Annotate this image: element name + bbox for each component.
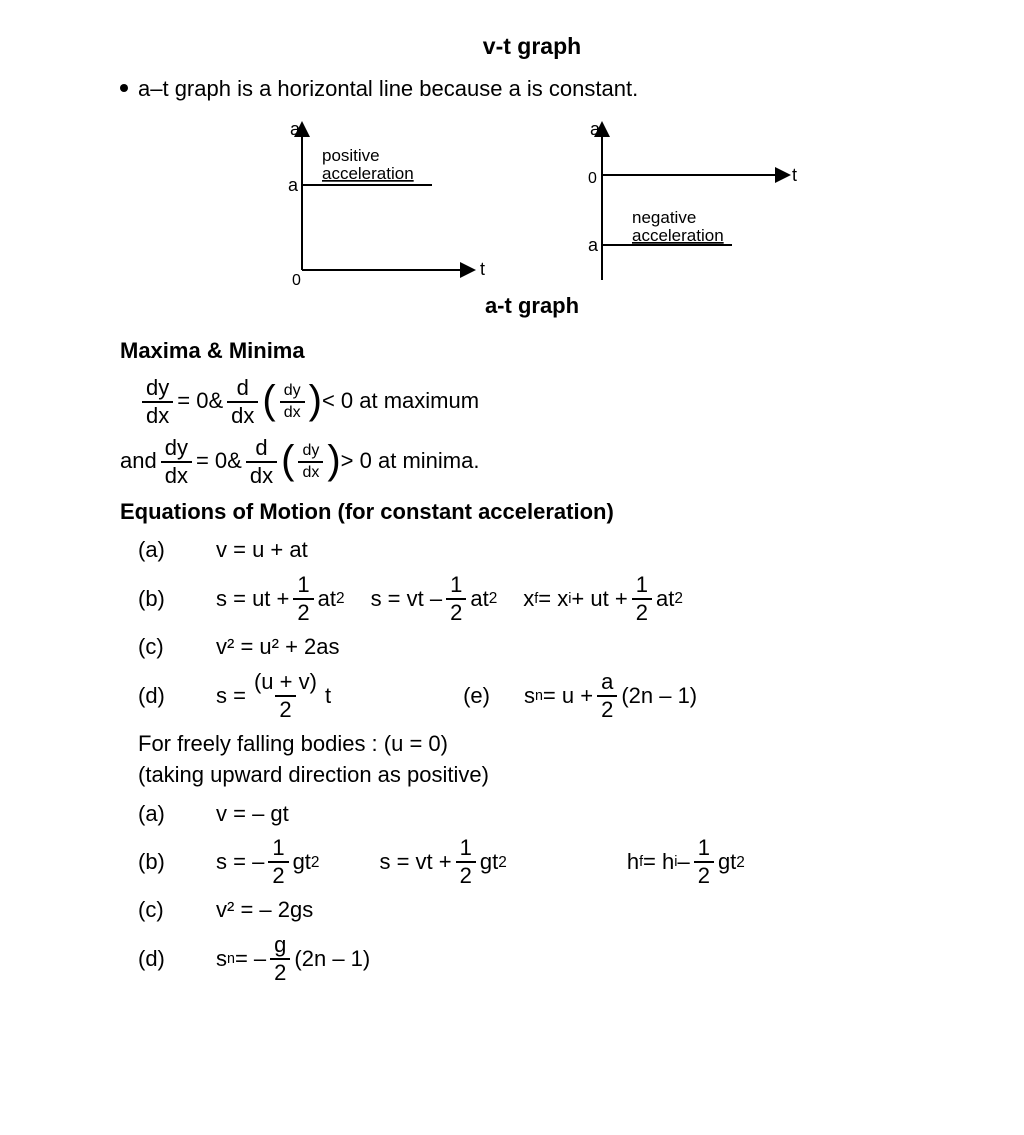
frac-dy-dx-small: dy dx	[298, 443, 323, 481]
free-a: (a) v = – gt	[138, 799, 944, 830]
neg-label-1: negative	[632, 208, 696, 227]
frac-half: 1 2	[268, 837, 288, 887]
frac-dy-dx: dy dx	[161, 437, 192, 487]
graphs-caption: a-t graph	[120, 291, 944, 322]
frac-half: 1 2	[293, 574, 313, 624]
frac-d-dx: d dx	[246, 437, 277, 487]
free-fall-line2: (taking upward direction as positive)	[138, 760, 944, 791]
y-axis-label: a	[290, 119, 301, 139]
pos-label-1: positive	[322, 146, 380, 165]
frac-a2: a 2	[597, 671, 617, 721]
frac-dy-dx: dy dx	[142, 377, 173, 427]
eqm-a: (a) v = u + at	[138, 535, 944, 566]
graph-positive-accel: a a 0 t positive acceleration	[262, 115, 492, 285]
eqm-heading: Equations of Motion (for constant accele…	[120, 497, 944, 528]
y-axis-label: a	[590, 119, 601, 139]
eqm-b: (b) s = ut + 1 2 at2 s = vt – 1 2 at2 xf	[138, 574, 944, 624]
paren-group: ( dy dx )	[262, 383, 322, 421]
free-list: (a) v = – gt (b) s = – 1 2 gt2 s = vt + …	[138, 799, 944, 985]
free-d: (d) sn = – g 2 (2n – 1)	[138, 934, 944, 984]
graphs-row: a a 0 t positive acceleration a 0 t a n	[120, 115, 944, 285]
x-axis-label: t	[792, 165, 797, 185]
bullet-icon	[120, 84, 128, 92]
line-value-label: a	[288, 175, 299, 195]
eqm-c: (c) v² = u² + 2as	[138, 632, 944, 663]
frac-half: 1 2	[456, 837, 476, 887]
pos-label-2: acceleration	[322, 164, 414, 183]
maxima-line-2: and dy dx = 0 & d dx ( dy dx ) > 0 at mi…	[120, 437, 944, 487]
free-b: (b) s = – 1 2 gt2 s = vt + 1 2 gt2 hf =	[138, 837, 944, 887]
frac-half: 1 2	[694, 837, 714, 887]
free-fall-line1: For freely falling bodies : (u = 0)	[138, 729, 944, 760]
eqm-list: (a) v = u + at (b) s = ut + 1 2 at2 s = …	[138, 535, 944, 721]
graph-negative-accel: a 0 t a negative acceleration	[552, 115, 802, 285]
bullet-row: a–t graph is a horizontal line because a…	[120, 74, 944, 105]
page-root: v-t graph a–t graph is a horizontal line…	[0, 0, 1024, 1032]
free-c: (c) v² = – 2gs	[138, 895, 944, 926]
frac-uv2: (u + v) 2	[250, 671, 321, 721]
paren-group: ( dy dx )	[281, 443, 341, 481]
neg-label-2: acceleration	[632, 226, 724, 245]
bullet-text: a–t graph is a horizontal line because a…	[138, 74, 638, 105]
origin-label: 0	[588, 170, 597, 187]
frac-g2: g 2	[270, 934, 290, 984]
maxima-line-1: dy dx = 0 & d dx ( dy dx ) < 0 at maximu…	[138, 377, 944, 427]
frac-d-dx: d dx	[227, 377, 258, 427]
x-axis-label: t	[480, 259, 485, 279]
frac-half: 1 2	[446, 574, 466, 624]
eqm-d-e: (d) s = (u + v) 2 t (e) sn = u + a 2	[138, 671, 944, 721]
frac-dy-dx-small: dy dx	[280, 383, 305, 421]
origin-label: 0	[292, 272, 301, 285]
maxima-heading: Maxima & Minima	[120, 336, 944, 367]
line-value-label: a	[588, 235, 599, 255]
frac-half: 1 2	[632, 574, 652, 624]
main-title: v-t graph	[120, 30, 944, 62]
